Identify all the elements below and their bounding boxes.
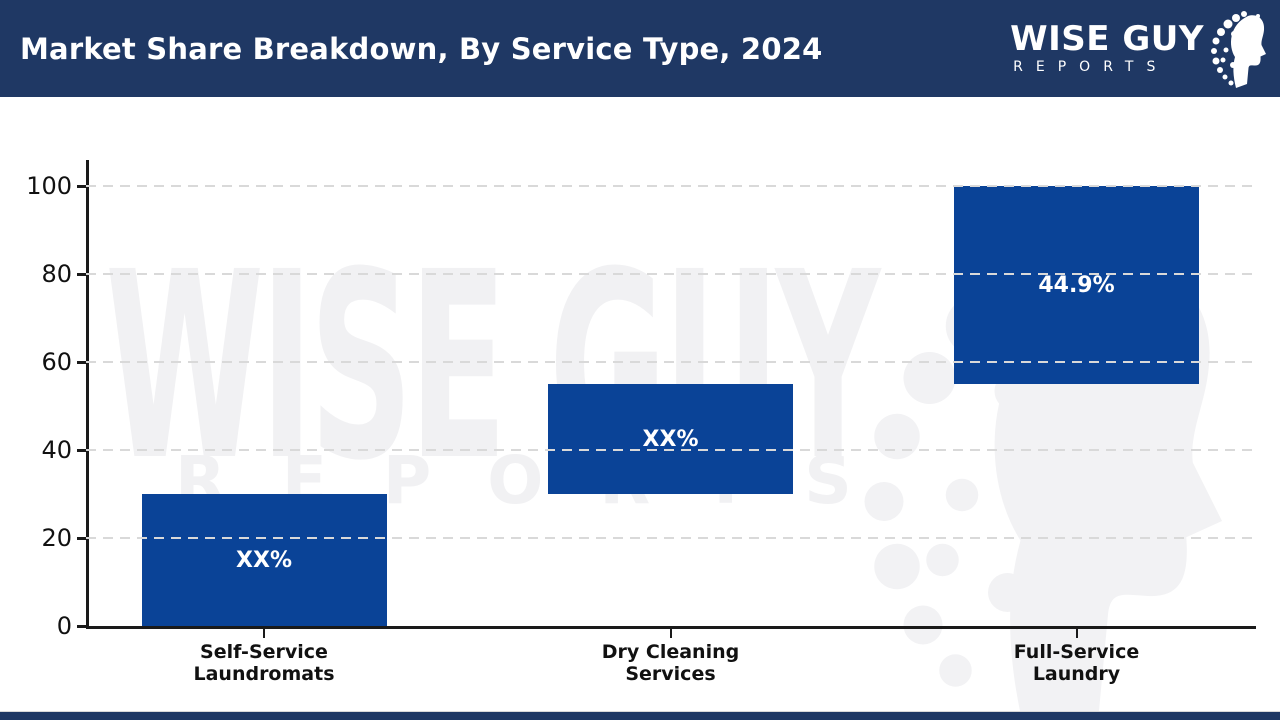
gridline-20 [86,537,1256,539]
y-tick-label: 60 [41,348,72,376]
bar-1: XX% [141,494,387,626]
x-category-label: Full-Service Laundry [1013,641,1140,685]
bar-3: 44.9% [954,186,1199,384]
y-tick-label: 80 [41,260,72,288]
y-tick-20 [77,537,86,540]
brand-logo: WISE GUY REPORTS [1010,0,1268,97]
x-axis-line [86,626,1256,629]
bar-value-label: XX% [236,547,292,573]
header-bar: Market Share Breakdown, By Service Type,… [0,0,1280,97]
y-tick-label: 0 [56,612,72,640]
logo-face-icon [1211,10,1266,88]
y-tick-label: 40 [41,436,72,464]
gridline-60 [86,361,1256,363]
y-tick-label: 20 [41,524,72,552]
y-tick-0 [77,625,86,628]
gridline-80 [86,273,1256,275]
y-tick-label: 100 [26,172,72,200]
y-tick-40 [77,449,86,452]
logo-reports-label: REPORTS [1013,59,1169,75]
y-tick-80 [77,273,86,276]
logo-wordmark: WISE GUY [1010,19,1204,59]
brand-logo-text: WISE GUY REPORTS [1010,22,1204,75]
footer-bar [0,711,1280,720]
bar-value-label: 44.9% [1038,272,1115,298]
gridline-100 [86,185,1256,187]
bar-2: XX% [548,384,793,494]
y-tick-100 [77,185,86,188]
x-tick-2 [669,629,672,638]
y-axis-line [86,160,89,629]
x-tick-1 [263,629,265,638]
gridline-40 [86,449,1256,451]
page-title: Market Share Breakdown, By Service Type,… [20,31,823,66]
bar-value-label: XX% [642,426,699,452]
y-tick-60 [77,361,86,364]
x-category-label: Dry Cleaning Services [601,641,740,685]
x-tick-3 [1075,629,1078,638]
x-category-label: Self-Service Laundromats [193,641,335,685]
